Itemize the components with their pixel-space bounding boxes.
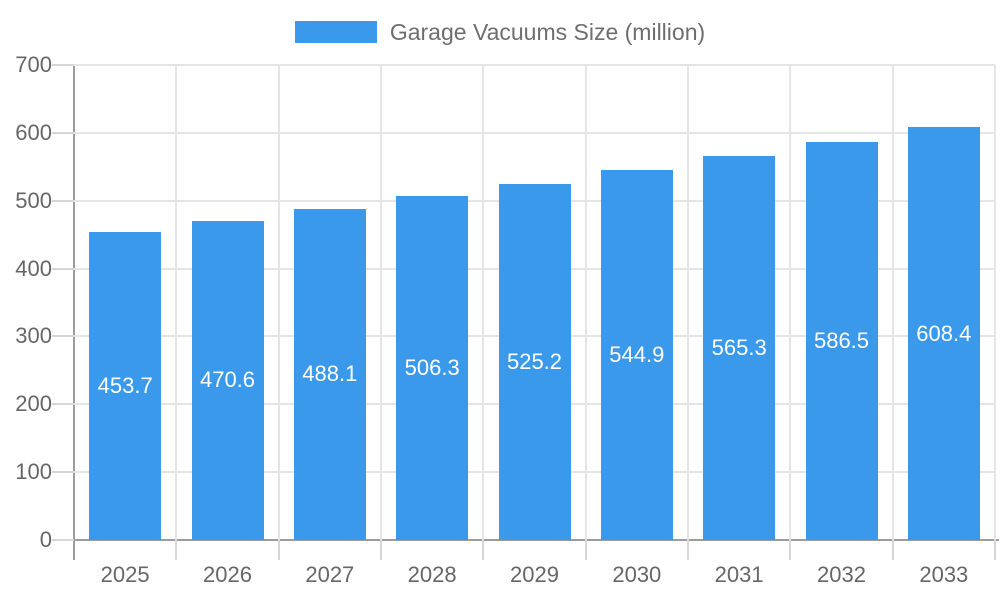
x-axis-tick bbox=[482, 540, 485, 560]
bar-value-label: 506.3 bbox=[404, 355, 460, 381]
bar-value-label: 544.9 bbox=[609, 342, 665, 368]
y-axis-tick bbox=[52, 131, 74, 134]
legend-item[interactable]: Garage Vacuums Size (million) bbox=[294, 14, 706, 50]
legend-swatch-icon bbox=[294, 21, 377, 43]
x-axis-tick bbox=[891, 540, 894, 560]
x-axis-tick bbox=[687, 540, 689, 560]
x-axis-tick bbox=[175, 540, 178, 560]
x-tick-label: 2030 bbox=[612, 562, 662, 587]
gridline-vertical bbox=[994, 65, 996, 540]
y-axis-tick bbox=[52, 335, 74, 338]
bar[interactable] bbox=[191, 220, 264, 540]
x-axis-tick bbox=[584, 540, 587, 560]
chart-legend: Garage Vacuums Size (million) bbox=[0, 14, 1000, 50]
bar[interactable] bbox=[805, 142, 878, 540]
x-axis-line bbox=[73, 539, 999, 541]
y-tick-label: 700 bbox=[15, 52, 52, 77]
x-axis-tick bbox=[380, 540, 382, 560]
x-axis-tick bbox=[277, 540, 280, 560]
y-tick-label: 200 bbox=[15, 391, 52, 417]
bar-value-label: 470.6 bbox=[199, 367, 256, 393]
x-tick-label: 2029 bbox=[510, 562, 559, 587]
gridline-vertical bbox=[789, 65, 792, 540]
gridline-vertical bbox=[482, 65, 485, 540]
y-axis-tick bbox=[52, 471, 74, 474]
x-tick-label: 2028 bbox=[407, 562, 457, 587]
x-tick-label: 2026 bbox=[203, 562, 252, 587]
y-tick-label: 300 bbox=[15, 323, 52, 349]
x-tick-label: 2027 bbox=[305, 562, 355, 587]
y-tick-label: 400 bbox=[15, 255, 52, 281]
y-axis-tick bbox=[52, 539, 74, 541]
bar[interactable] bbox=[703, 156, 776, 540]
bar[interactable] bbox=[89, 232, 162, 540]
x-tick-label: 2032 bbox=[817, 562, 866, 587]
bar[interactable] bbox=[396, 196, 469, 540]
bar-value-label: 488.1 bbox=[302, 361, 358, 387]
gridline-horizontal bbox=[74, 131, 995, 134]
gridline-vertical bbox=[584, 65, 587, 540]
x-tick-label: 2033 bbox=[919, 562, 969, 587]
bar[interactable] bbox=[293, 208, 366, 540]
bar-value-label: 565.3 bbox=[711, 335, 767, 361]
gridline-vertical bbox=[277, 65, 280, 540]
bar-value-label: 453.7 bbox=[97, 373, 153, 399]
y-tick-label: 600 bbox=[15, 119, 52, 145]
y-axis-tick bbox=[52, 199, 74, 202]
bar-value-label: 608.4 bbox=[916, 320, 972, 346]
x-axis-tick bbox=[994, 540, 996, 560]
bar[interactable] bbox=[600, 170, 673, 540]
y-axis-line bbox=[73, 65, 75, 560]
y-axis-tick bbox=[52, 64, 74, 66]
gridline-vertical bbox=[175, 65, 178, 540]
gridline-horizontal bbox=[74, 64, 995, 66]
y-tick-label: 500 bbox=[15, 187, 52, 213]
bar-value-label: 586.5 bbox=[813, 328, 870, 353]
x-axis-tick bbox=[789, 540, 792, 560]
y-tick-label: 100 bbox=[15, 459, 52, 485]
gridline-vertical bbox=[891, 65, 894, 540]
y-tick-label: 0 bbox=[39, 527, 52, 552]
y-axis-tick bbox=[52, 267, 74, 270]
legend-label: Garage Vacuums Size (million) bbox=[389, 19, 706, 45]
gridline-vertical bbox=[687, 65, 689, 540]
bar-value-label: 525.2 bbox=[506, 348, 563, 374]
x-tick-label: 2025 bbox=[100, 562, 150, 587]
bar[interactable] bbox=[907, 127, 980, 540]
bar[interactable] bbox=[498, 183, 571, 540]
x-tick-label: 2031 bbox=[714, 562, 764, 587]
gridline-vertical bbox=[380, 65, 382, 540]
y-axis-tick bbox=[52, 403, 74, 406]
